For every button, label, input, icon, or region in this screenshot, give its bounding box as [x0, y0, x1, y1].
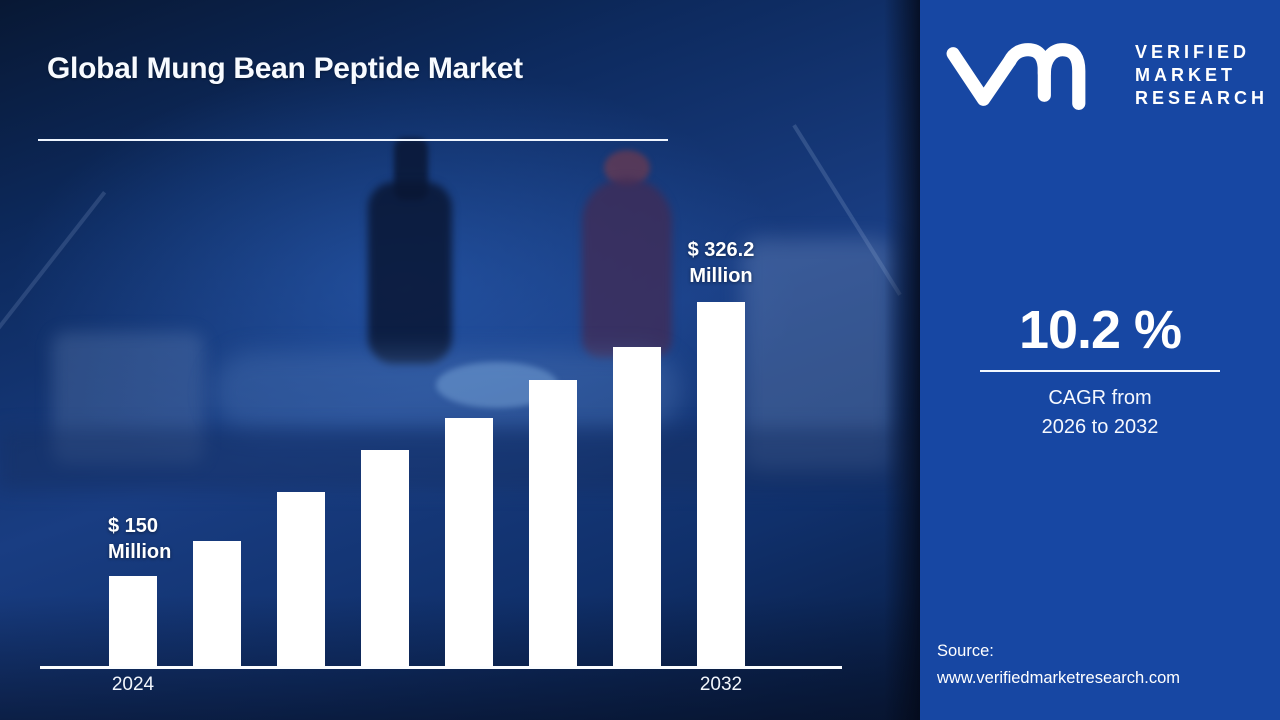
vmr-logo: VERIFIED MARKET RESEARCH ®: [943, 38, 1264, 112]
bar-chart: $ 150 Million $ 326.2 Million 2024 2032: [40, 239, 842, 695]
chart-bar-7: [613, 347, 661, 669]
source-block: Source: www.verifiedmarketresearch.com: [937, 638, 1180, 692]
cagr-caption: CAGR from 2026 to 2032: [1041, 387, 1159, 438]
source-label: Source:: [937, 642, 994, 660]
chart-bar-6: [529, 380, 577, 669]
end-value-label: $ 326.2 Million: [687, 239, 755, 287]
cagr-underline: [980, 370, 1220, 372]
info-panel: VERIFIED MARKET RESEARCH ® 10.2 % CAGR f…: [920, 0, 1280, 720]
cagr-value: 10.2 %: [1018, 300, 1182, 360]
source-url: www.verifiedmarketresearch.com: [937, 669, 1180, 687]
start-value-label: $ 150 Million: [108, 515, 172, 563]
chart-section: Global Mung Bean Peptide Market $ 150 Mi…: [0, 0, 920, 720]
chart-bar-5: [445, 418, 493, 669]
x-tick-2032: 2032: [699, 674, 743, 695]
cagr-block: 10.2 % CAGR from 2026 to 2032: [980, 298, 1220, 442]
chart-bar-4: [361, 450, 409, 669]
logo-word-market: MARKET: [1135, 65, 1236, 85]
vmr-monogram-icon: [946, 43, 1086, 110]
x-axis-line: [40, 666, 842, 669]
page-title: Global Mung Bean Peptide Market: [47, 52, 523, 85]
x-tick-2024: 2024: [111, 674, 155, 695]
logo-wordmark: VERIFIED MARKET RESEARCH ®: [1135, 41, 1268, 110]
chart-bar-8: [697, 302, 745, 669]
chart-bar-3: [277, 492, 325, 669]
chart-bar-1: [109, 576, 157, 669]
title-underline: [38, 139, 668, 141]
logo-word-verified: VERIFIED: [1135, 42, 1251, 62]
chart-bar-2: [193, 541, 241, 669]
logo-word-research: RESEARCH: [1135, 88, 1269, 108]
